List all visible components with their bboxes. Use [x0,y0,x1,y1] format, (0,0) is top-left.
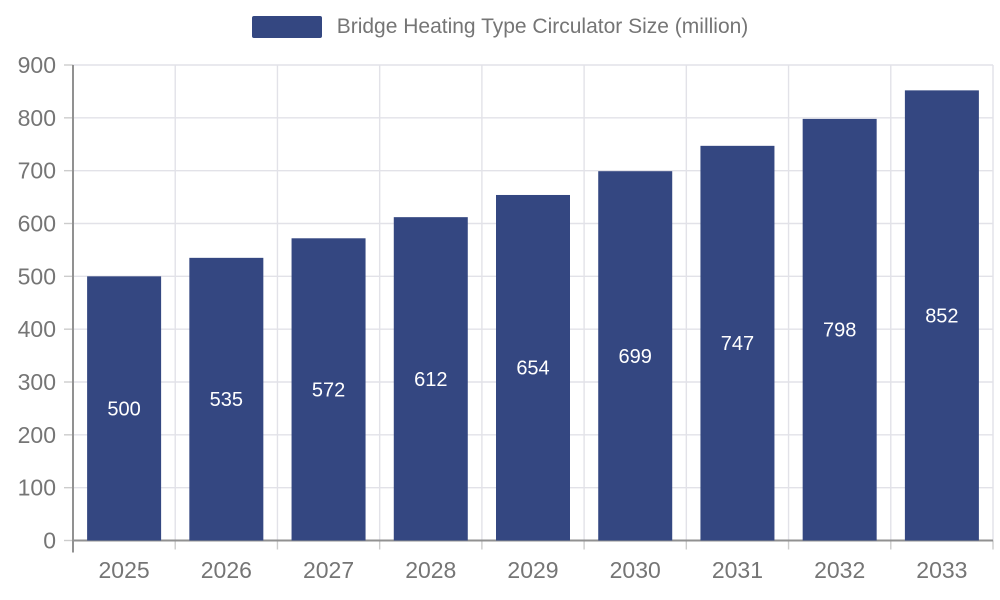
bar [393,217,468,541]
bar-value-label: 798 [823,320,856,342]
bar [496,194,570,541]
x-axis-tick-label: 2032 [814,557,865,583]
x-axis-tick-label: 2031 [712,557,763,583]
bar-value-label: 852 [925,305,958,327]
bar-value-label: 699 [619,346,652,368]
bar [598,171,673,541]
x-axis-tick-label: 2030 [610,557,661,583]
bar [700,145,775,541]
y-axis-tick-label: 700 [18,158,56,184]
legend-item[interactable]: Bridge Heating Type Circulator Size (mil… [0,16,1000,38]
bar [802,118,877,541]
bar [904,90,979,541]
x-axis-tick-label: 2033 [916,557,967,583]
bar [291,238,366,541]
y-axis-tick-label: 400 [18,316,56,342]
bar-value-label: 500 [107,398,140,420]
bar-value-label: 535 [210,389,243,411]
bar-value-label: 747 [721,333,754,355]
y-axis-tick-label: 500 [18,263,56,289]
y-axis-tick-label: 0 [43,528,56,554]
bar [189,257,264,541]
x-axis-tick-label: 2025 [99,557,150,583]
x-axis-tick-label: 2027 [303,557,354,583]
legend-label: Bridge Heating Type Circulator Size (mil… [336,15,749,38]
y-axis-tick-label: 200 [18,422,56,448]
x-axis-tick-label: 2028 [405,557,456,583]
bar-value-label: 572 [312,379,345,401]
x-axis-tick-label: 2026 [201,557,252,583]
x-axis-tick-label: 2029 [507,557,558,583]
y-axis-tick-label: 600 [18,211,56,237]
y-axis-tick-label: 900 [18,52,56,78]
y-axis-tick-label: 800 [18,105,56,131]
y-axis-tick-label: 300 [18,369,56,395]
bar-value-label: 654 [516,358,549,380]
y-axis-tick-label: 100 [18,475,56,501]
bar-value-label: 612 [414,369,447,391]
legend-swatch [251,16,322,38]
bar [87,276,162,541]
